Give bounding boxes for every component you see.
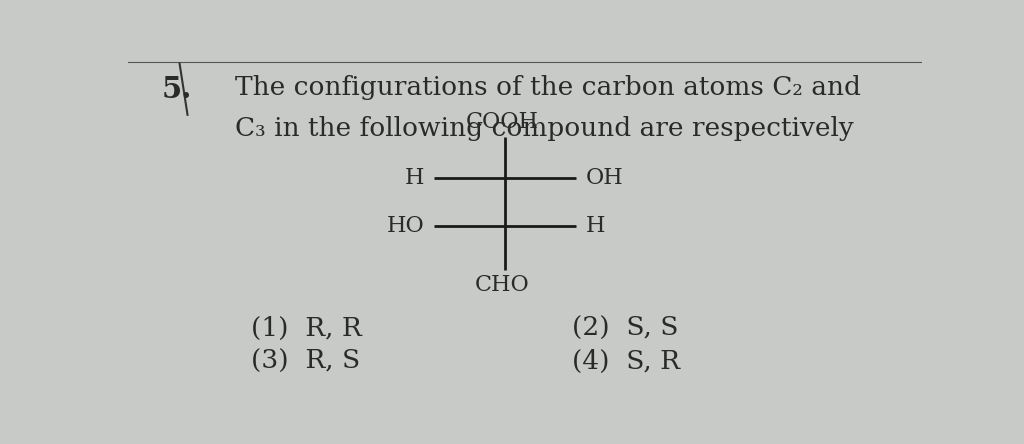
Text: CHO: CHO <box>475 274 530 297</box>
Text: H: H <box>404 167 424 189</box>
Text: The configurations of the carbon atoms C₂ and: The configurations of the carbon atoms C… <box>236 75 861 100</box>
Text: COOH: COOH <box>466 111 539 133</box>
Text: 5.: 5. <box>162 75 191 104</box>
Text: (4)  S, R: (4) S, R <box>572 349 680 373</box>
Text: (3)  R, S: (3) R, S <box>251 349 360 373</box>
Text: H: H <box>586 215 605 237</box>
Text: OH: OH <box>586 167 624 189</box>
Text: (2)  S, S: (2) S, S <box>572 316 679 341</box>
Text: (1)  R, R: (1) R, R <box>251 316 361 341</box>
Text: C₃ in the following compound are respectively: C₃ in the following compound are respect… <box>236 116 854 141</box>
Text: HO: HO <box>386 215 424 237</box>
